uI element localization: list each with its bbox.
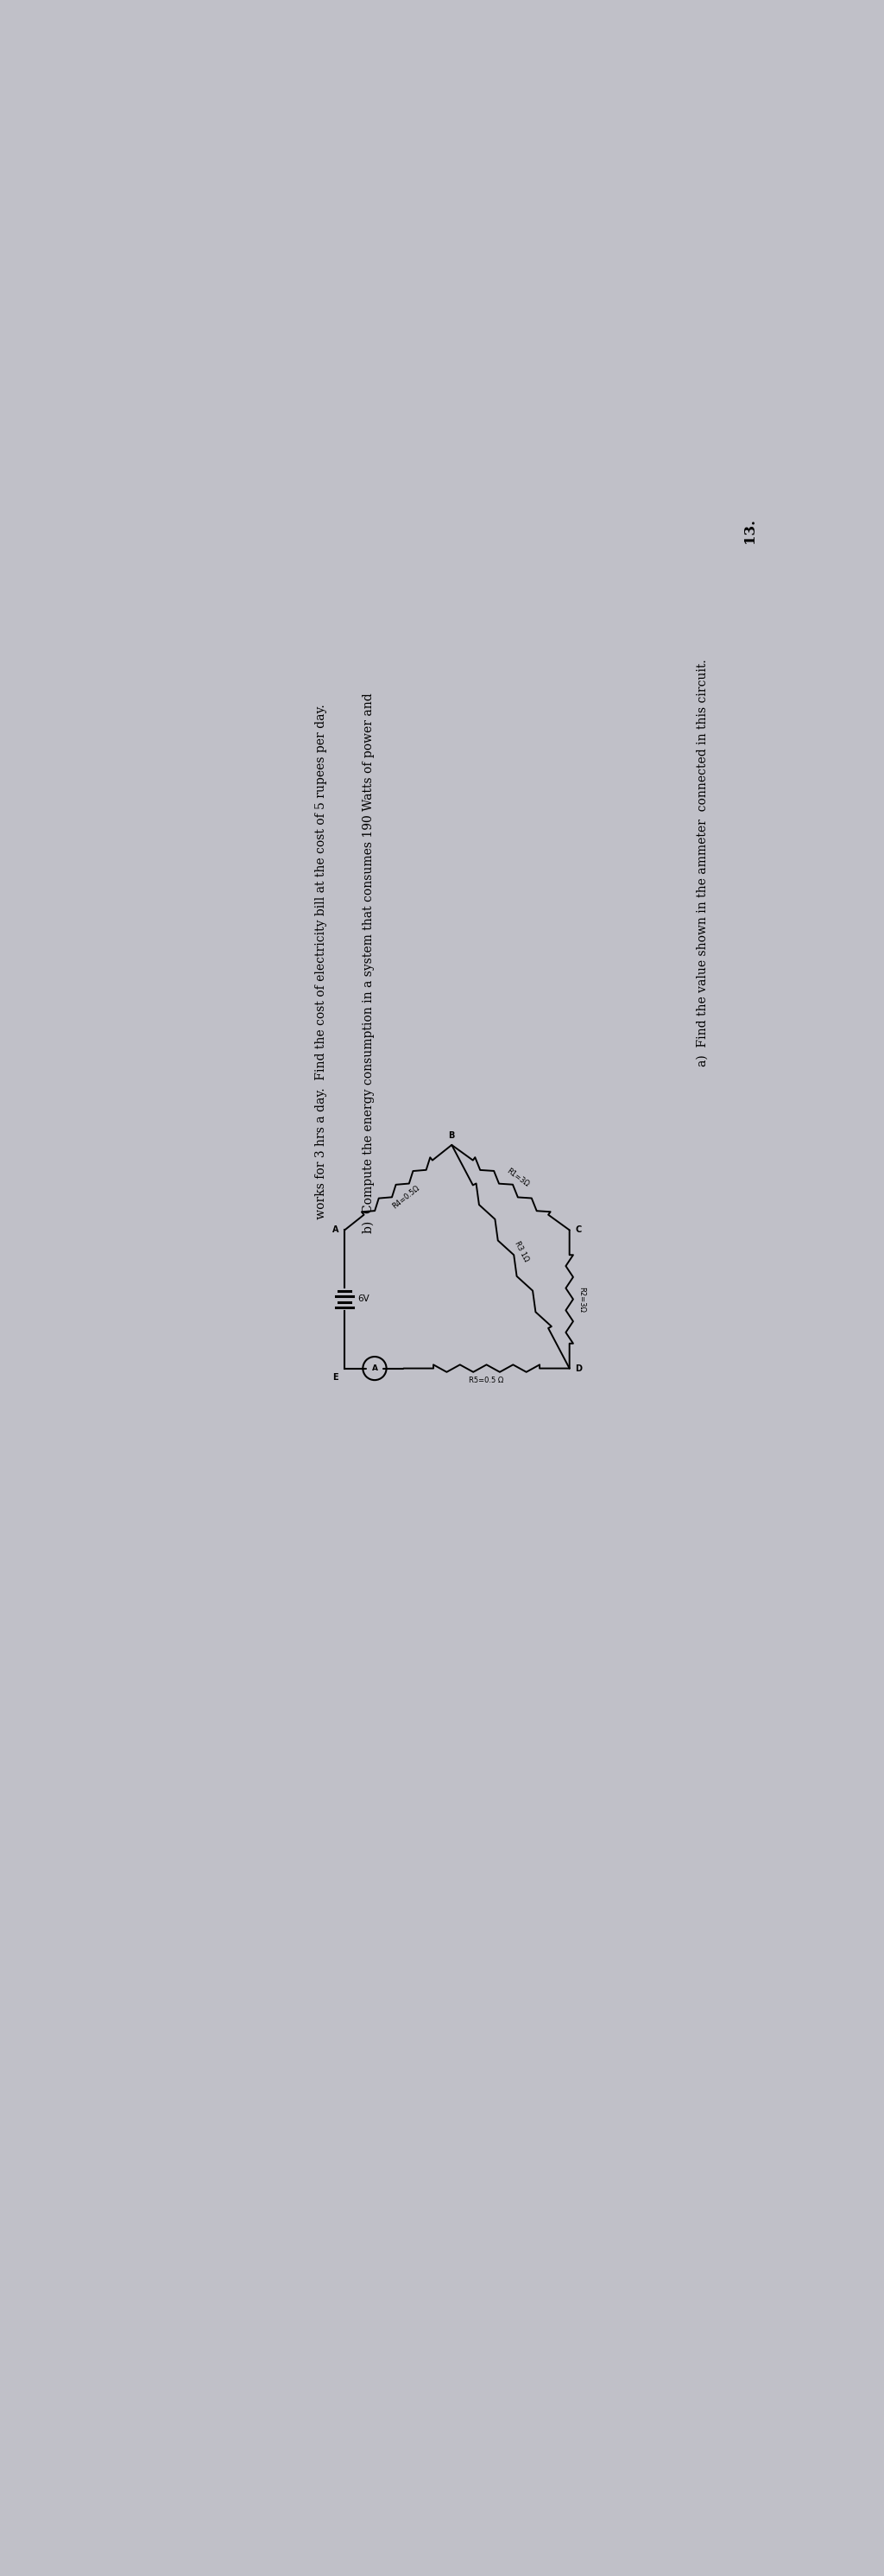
Text: A: A <box>332 1226 339 1234</box>
Text: b)  Compute the energy consumption in a system that consumes 190 Watts of power : b) Compute the energy consumption in a s… <box>362 693 374 1234</box>
Text: R5=0.5 Ω: R5=0.5 Ω <box>469 1376 504 1383</box>
Text: works for 3 hrs a day.  Find the cost of electricity bill at the cost of 5 rupee: works for 3 hrs a day. Find the cost of … <box>316 703 327 1242</box>
Text: 13.: 13. <box>742 518 757 544</box>
Text: R1=3Ω: R1=3Ω <box>505 1167 530 1188</box>
Text: R2=3Ω: R2=3Ω <box>577 1285 585 1311</box>
Text: a)  Find the value shown in the ammeter  connected in this circuit.: a) Find the value shown in the ammeter c… <box>697 659 709 1066</box>
Text: R4=0.5Ω: R4=0.5Ω <box>391 1182 421 1211</box>
Text: R3 1Ω: R3 1Ω <box>513 1239 530 1262</box>
Text: C: C <box>575 1226 582 1234</box>
Text: 6V: 6V <box>357 1296 370 1303</box>
Text: D: D <box>575 1365 583 1373</box>
Text: E: E <box>332 1373 339 1381</box>
Text: B: B <box>448 1131 455 1141</box>
Text: A: A <box>371 1365 377 1373</box>
